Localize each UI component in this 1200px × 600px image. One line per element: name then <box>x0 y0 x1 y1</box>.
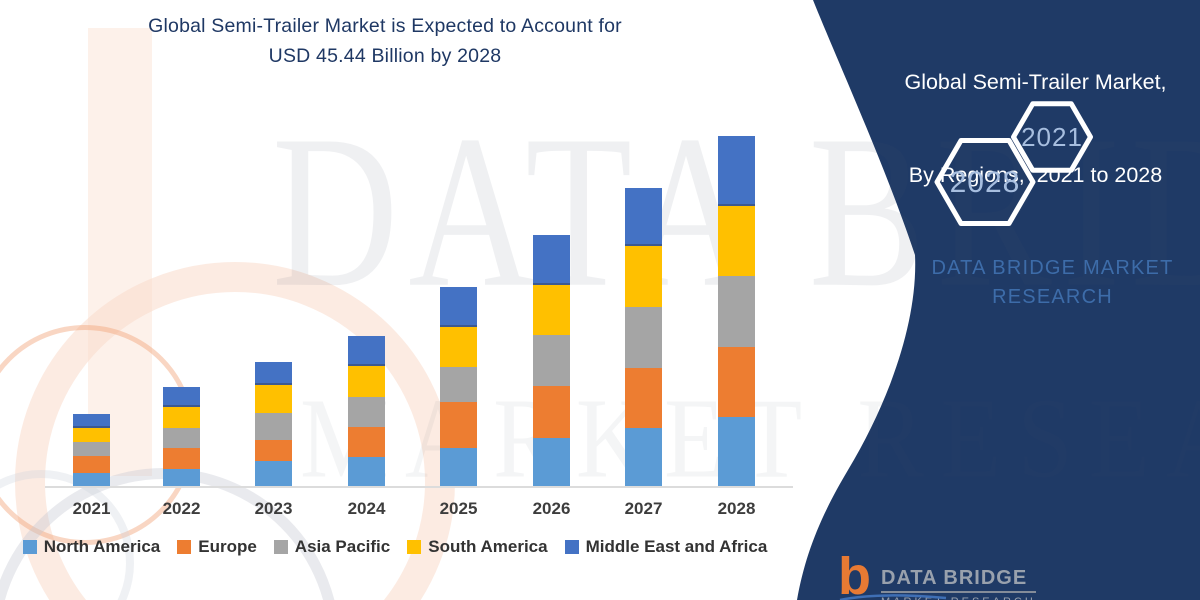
logo-name-text: DATA BRIDGE <box>881 567 1036 593</box>
bar-segment-north-america-2021 <box>73 473 110 488</box>
bar-segment-asia-pacific-2024 <box>348 396 385 427</box>
legend-label-europe: Europe <box>198 537 257 556</box>
legend-item-europe: Europe <box>177 537 257 557</box>
bar-segment-north-america-2028 <box>718 417 755 488</box>
legend-swatch-europe <box>177 540 192 554</box>
bar-segment-asia-pacific-2026 <box>533 335 570 386</box>
side-panel-title-line1: Global Semi-Trailer Market, <box>904 70 1167 94</box>
bar-segment-asia-pacific-2023 <box>255 412 292 440</box>
bar-segment-europe-2025 <box>440 401 477 448</box>
bar-segment-europe-2028 <box>718 346 755 418</box>
hexagon-2028-label: 2028 <box>950 166 1021 199</box>
bar-segment-europe-2022 <box>163 447 200 469</box>
logo-sub-text: MARKET RESEARCH <box>881 596 1036 600</box>
x-axis-label-2023: 2023 <box>254 499 293 518</box>
bar-segment-middle-east-and-africa-2022 <box>163 386 200 408</box>
bar-segment-europe-2026 <box>533 385 570 438</box>
bar-2027 <box>625 188 662 488</box>
bar-segment-middle-east-and-africa-2024 <box>348 336 385 367</box>
bar-segment-north-america-2026 <box>533 437 570 488</box>
bar-segment-europe-2021 <box>73 456 110 474</box>
legend-swatch-asia-pacific <box>273 540 288 554</box>
hexagon-2021-icon <box>1011 101 1093 173</box>
hexagon-2021-label: 2021 <box>1021 122 1083 152</box>
bar-2021 <box>73 413 110 488</box>
bar-segment-middle-east-and-africa-2026 <box>533 235 570 286</box>
chart-title-line2: USD 45.44 Billion by 2028 <box>268 45 502 67</box>
bar-segment-south-america-2021 <box>73 427 110 442</box>
x-axis-label-2024: 2024 <box>347 499 386 518</box>
bar-2025 <box>440 286 477 488</box>
legend-item-north-america: North America <box>22 537 161 557</box>
bar-segment-asia-pacific-2022 <box>163 428 200 448</box>
chart-legend: North America Europe Asia Pacific South Ame… <box>0 537 790 557</box>
legend-item-middle-east-and-africa: Middle East and Africa <box>564 537 768 557</box>
bar-segment-north-america-2025 <box>440 447 477 488</box>
bar-segment-middle-east-and-africa-2021 <box>73 413 110 428</box>
bar-segment-europe-2027 <box>625 367 662 429</box>
bar-2026 <box>533 235 570 488</box>
logo-b-icon: b <box>838 556 871 600</box>
x-axis-label-2022: 2022 <box>162 499 201 518</box>
pale-logo-stem-shape <box>88 28 152 476</box>
bar-segment-europe-2024 <box>348 426 385 457</box>
brand-text-line2: RESEARCH <box>992 286 1113 308</box>
legend-label-south-america: South America <box>428 537 548 556</box>
bar-segment-asia-pacific-2025 <box>440 367 477 402</box>
bar-segment-north-america-2027 <box>625 428 662 488</box>
logo-text-column: DATA BRIDGE MARKET RESEARCH <box>881 556 1036 600</box>
legend-label-middle-east-and-africa: Middle East and Africa <box>585 537 768 556</box>
bar-segment-asia-pacific-2027 <box>625 306 662 368</box>
data-bridge-logo: b DATA BRIDGE MARKET RESEARCH <box>838 556 1098 600</box>
x-axis-label-2027: 2027 <box>624 499 663 518</box>
bar-segment-south-america-2025 <box>440 326 477 368</box>
x-axis-label-2028: 2028 <box>717 499 756 518</box>
bar-segment-south-america-2027 <box>625 246 662 307</box>
bar-segment-north-america-2024 <box>348 456 385 488</box>
legend-item-south-america: South America <box>407 537 548 557</box>
bar-segment-north-america-2023 <box>255 460 292 488</box>
bar-segment-south-america-2022 <box>163 407 200 429</box>
legend-swatch-middle-east-and-africa <box>564 540 579 554</box>
bar-2024 <box>348 336 385 488</box>
legend-label-north-america: North America <box>43 537 161 556</box>
year-hexagons: 2028 2021 <box>934 101 1093 226</box>
legend-label-asia-pacific: Asia Pacific <box>294 537 391 556</box>
legend-item-asia-pacific: Asia Pacific <box>273 537 391 557</box>
bar-segment-south-america-2023 <box>255 384 292 413</box>
bar-segment-europe-2023 <box>255 439 292 461</box>
side-panel-shape <box>797 0 1200 600</box>
hexagon-2028-icon <box>934 138 1036 226</box>
chart-title-line1: Global Semi-Trailer Market is Expected t… <box>148 15 622 37</box>
bar-segment-asia-pacific-2021 <box>73 441 110 457</box>
bar-2028 <box>718 136 755 488</box>
bar-segment-middle-east-and-africa-2027 <box>625 188 662 247</box>
chart-title: Global Semi-Trailer Market is Expected t… <box>60 11 710 71</box>
bar-segment-north-america-2022 <box>163 468 200 488</box>
brand-text: DATA BRIDGE MARKET RESEARCH <box>910 254 1195 312</box>
brand-text-line1: DATA BRIDGE MARKET <box>931 257 1174 279</box>
bar-segment-asia-pacific-2028 <box>718 275 755 347</box>
bar-segment-south-america-2028 <box>718 206 755 276</box>
bar-2022 <box>163 386 200 488</box>
x-axis-label-2025: 2025 <box>439 499 478 518</box>
bar-segment-middle-east-and-africa-2023 <box>255 361 292 385</box>
legend-swatch-north-america <box>22 540 37 554</box>
bar-2023 <box>255 361 292 488</box>
legend-swatch-south-america <box>407 540 422 554</box>
logo-swoosh-icon <box>839 594 947 600</box>
x-axis-line <box>45 486 793 488</box>
bar-segment-middle-east-and-africa-2028 <box>718 136 755 207</box>
x-axis-label-2026: 2026 <box>532 499 571 518</box>
bar-segment-south-america-2026 <box>533 285 570 336</box>
x-axis-label-2021: 2021 <box>72 499 111 518</box>
bar-segment-south-america-2024 <box>348 366 385 397</box>
bar-segment-middle-east-and-africa-2025 <box>440 286 477 327</box>
